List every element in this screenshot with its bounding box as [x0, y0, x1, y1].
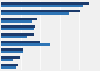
Bar: [1, 25, 35, 28]
Bar: [1, 12, 69, 15]
Bar: [1, 51, 23, 53]
Bar: [1, 20, 32, 23]
Bar: [1, 36, 27, 38]
Bar: [1, 2, 89, 5]
Bar: [1, 43, 50, 46]
Bar: [1, 41, 40, 43]
Bar: [1, 28, 34, 30]
Bar: [1, 66, 16, 69]
Bar: [1, 48, 23, 51]
Bar: [1, 64, 18, 66]
Bar: [1, 59, 13, 61]
Bar: [1, 10, 80, 12]
Bar: [1, 33, 34, 36]
Bar: [1, 5, 83, 7]
Bar: [1, 56, 20, 59]
Bar: [1, 18, 37, 20]
